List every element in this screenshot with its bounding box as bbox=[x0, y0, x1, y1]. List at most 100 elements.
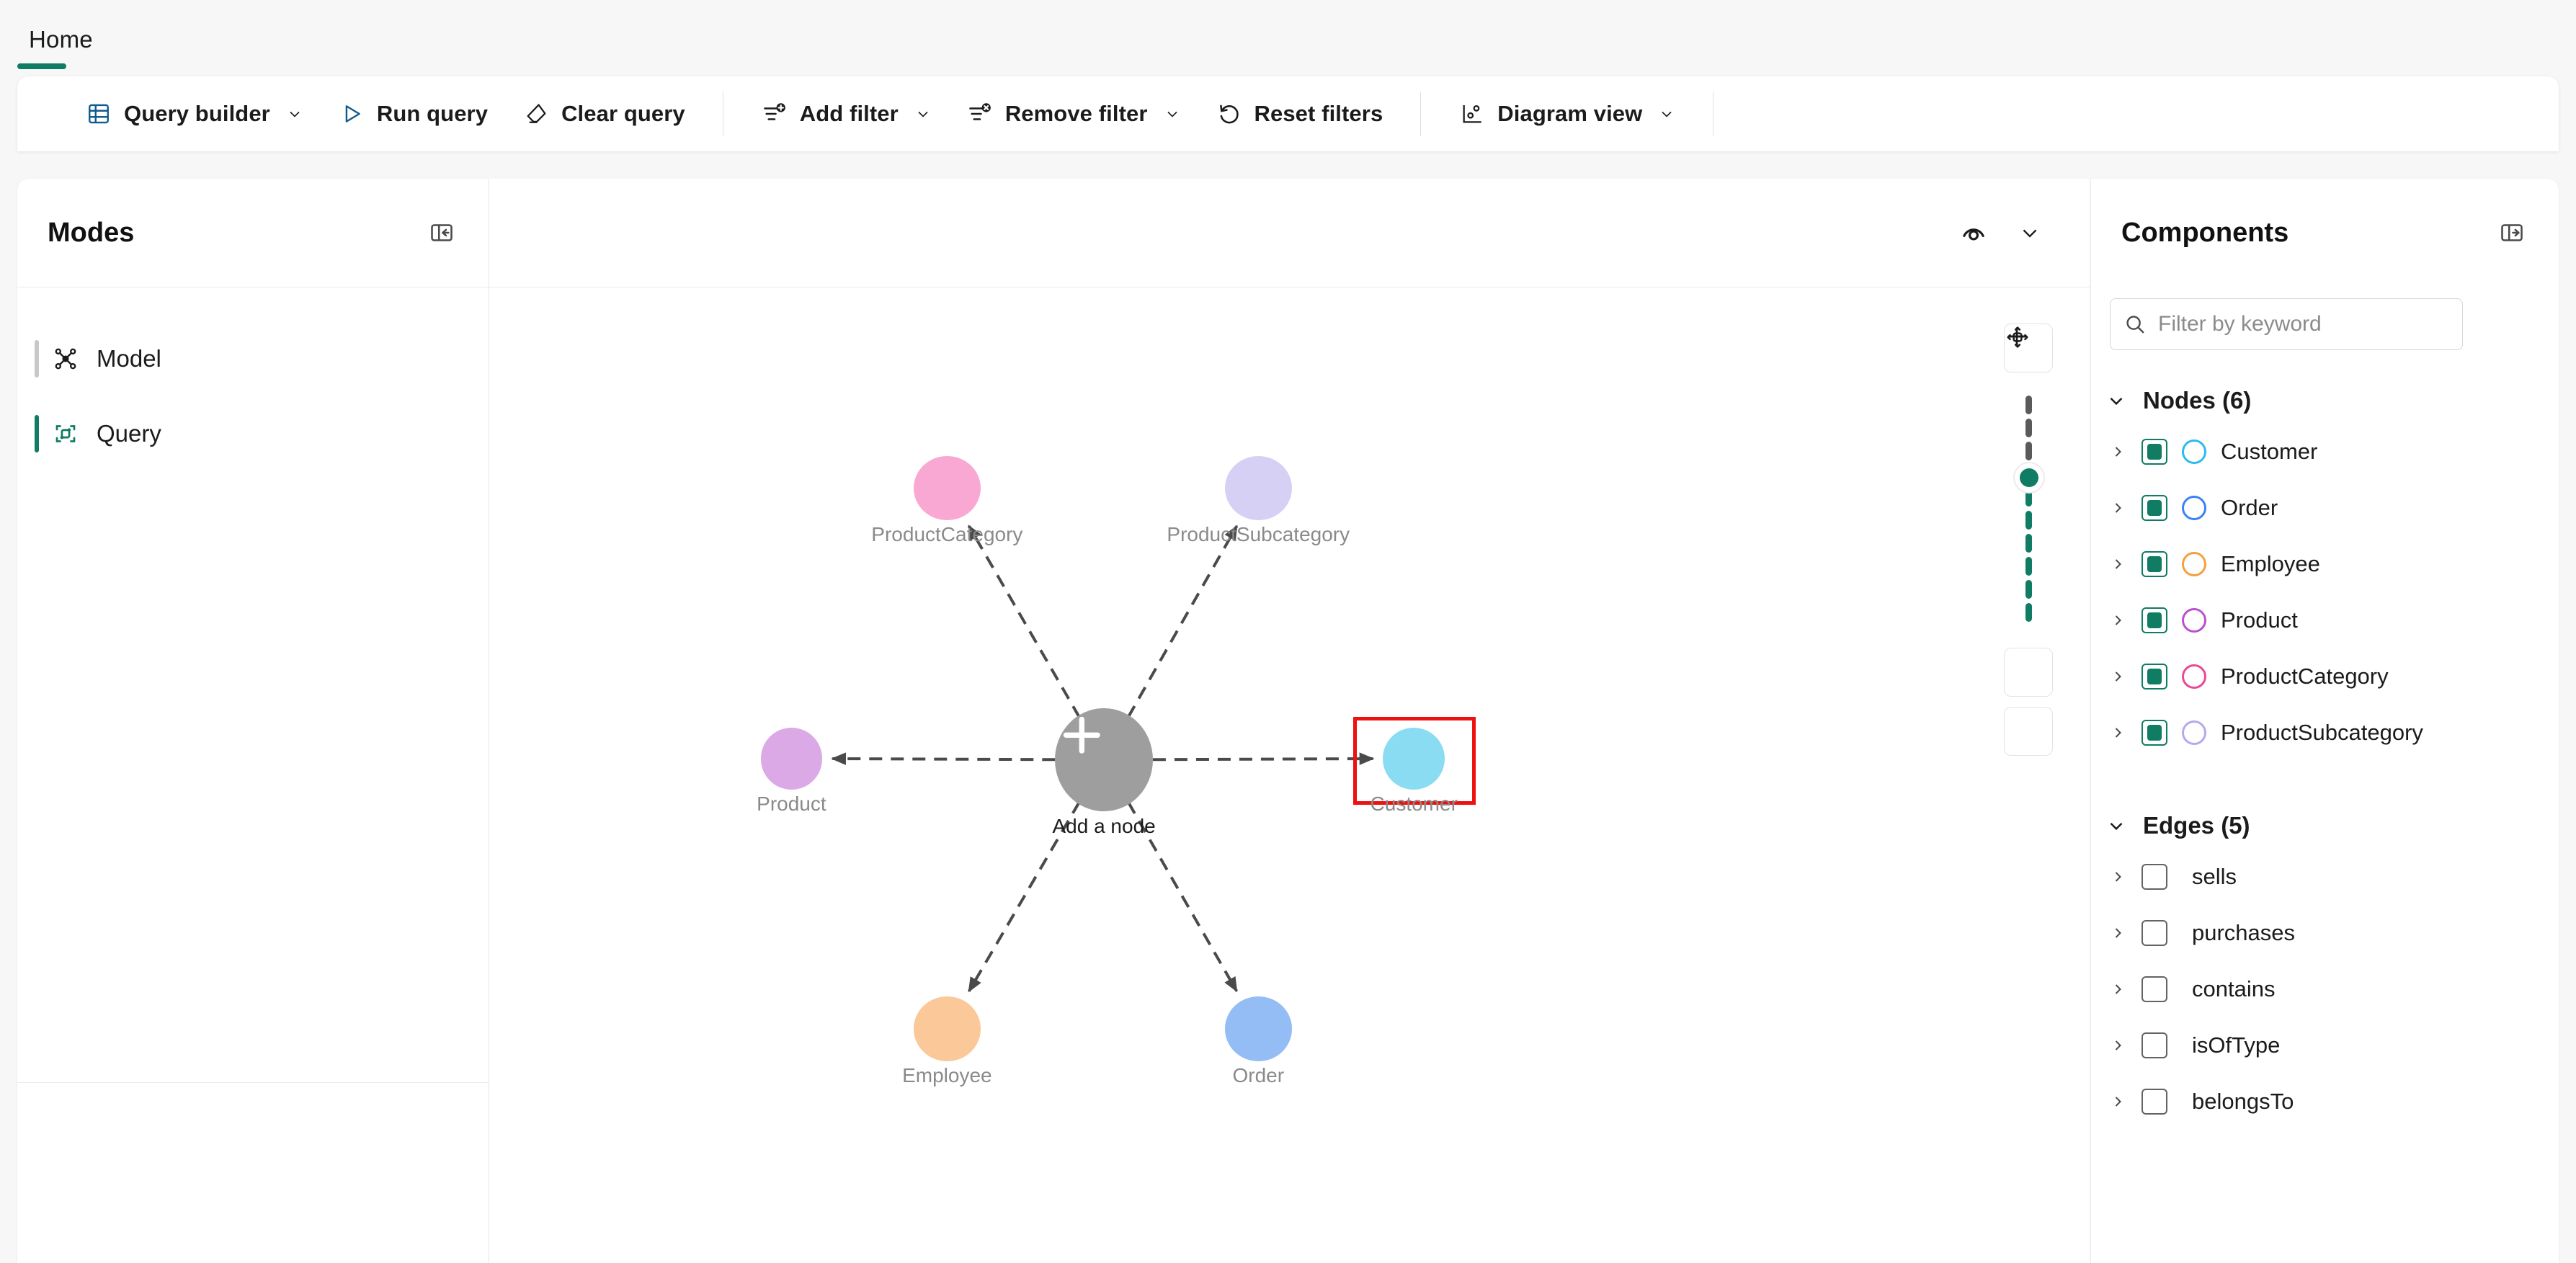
mode-query-indicator bbox=[35, 415, 39, 452]
edge-list-item[interactable]: contains bbox=[2091, 961, 2559, 1017]
filter-add-icon bbox=[761, 100, 788, 128]
search-input[interactable] bbox=[2158, 312, 2449, 336]
sidebar-item-model[interactable]: Model bbox=[17, 330, 489, 388]
zoom-slider-segment bbox=[2025, 534, 2032, 553]
reset-filters-label: Reset filters bbox=[1254, 101, 1383, 126]
chevron-right-icon bbox=[2108, 443, 2127, 460]
add-filter-label: Add filter bbox=[799, 101, 899, 126]
query-graph-icon bbox=[52, 420, 79, 447]
node-visibility-checkbox[interactable] bbox=[2142, 495, 2167, 521]
chevron-down-icon bbox=[2105, 390, 2127, 411]
graph-node-label: Employee bbox=[902, 1063, 992, 1086]
ribbon-toolbar: Query builder Run query Clear query bbox=[17, 76, 2559, 151]
edge-visibility-checkbox[interactable] bbox=[2142, 1032, 2167, 1058]
zoom-slider-thumb[interactable] bbox=[2013, 462, 2045, 494]
node-color-swatch bbox=[2182, 439, 2206, 464]
graph-viewport[interactable]: Add a node ProductCategory ProductSubcateg… bbox=[489, 287, 2090, 1263]
tab-home[interactable]: Home bbox=[17, 0, 104, 78]
diagram-view-label: Diagram view bbox=[1497, 101, 1643, 126]
graph-node-label: Customer bbox=[1370, 792, 1458, 815]
node-list-item[interactable]: ProductCategory bbox=[2091, 648, 2559, 705]
node-list-item[interactable]: Product bbox=[2091, 592, 2559, 648]
chevron-down-icon[interactable] bbox=[2010, 213, 2050, 253]
nodes-group-header[interactable]: Nodes (6) bbox=[2091, 378, 2559, 424]
graph-edge bbox=[1127, 801, 1238, 993]
zoom-slider-segment bbox=[2025, 442, 2032, 460]
node-list-item[interactable]: Employee bbox=[2091, 536, 2559, 592]
zoom-slider-segment bbox=[2025, 557, 2032, 576]
node-visibility-checkbox[interactable] bbox=[2142, 720, 2167, 746]
edge-list-item[interactable]: belongsTo bbox=[2091, 1074, 2559, 1130]
canvas-header bbox=[489, 179, 2090, 287]
add-filter-button[interactable]: Add filter bbox=[745, 88, 948, 140]
chevron-right-icon bbox=[2108, 868, 2127, 885]
zoom-controls bbox=[2004, 323, 2053, 756]
chevron-down-icon bbox=[286, 105, 303, 122]
eraser-icon bbox=[522, 100, 550, 128]
node-color-swatch bbox=[2182, 552, 2206, 576]
remove-filter-button[interactable]: Remove filter bbox=[950, 88, 1197, 140]
node-color-swatch bbox=[2182, 496, 2206, 520]
components-panel-header: Components bbox=[2091, 179, 2559, 287]
node-color-swatch bbox=[2182, 608, 2206, 633]
edge-visibility-checkbox[interactable] bbox=[2142, 976, 2167, 1002]
add-a-node-hub[interactable] bbox=[1055, 708, 1153, 812]
graph-node[interactable] bbox=[1224, 456, 1292, 521]
run-query-button[interactable]: Run query bbox=[322, 88, 504, 140]
remove-filter-label: Remove filter bbox=[1004, 101, 1148, 126]
zoom-slider-segment bbox=[2025, 603, 2032, 622]
zoom-out-button[interactable] bbox=[2004, 335, 2053, 697]
ribbon-tabstrip: Home bbox=[0, 0, 2576, 78]
node-visibility-checkbox[interactable] bbox=[2142, 551, 2167, 577]
run-query-label: Run query bbox=[376, 101, 489, 126]
edge-visibility-checkbox[interactable] bbox=[2142, 920, 2167, 946]
clear-query-label: Clear query bbox=[561, 101, 685, 126]
filter-search-box[interactable] bbox=[2110, 298, 2463, 350]
graph-node[interactable] bbox=[913, 456, 981, 521]
zoom-slider[interactable] bbox=[2004, 396, 2053, 626]
zoom-slider-segment bbox=[2025, 511, 2032, 530]
node-color-swatch bbox=[2182, 720, 2206, 745]
tab-home-active-indicator bbox=[17, 63, 66, 69]
edge-list-item[interactable]: isOfType bbox=[2091, 1017, 2559, 1074]
diagram-view-button[interactable]: Diagram view bbox=[1443, 88, 1691, 140]
node-list-item[interactable]: ProductSubcategory bbox=[2091, 705, 2559, 761]
clear-query-button[interactable]: Clear query bbox=[507, 88, 701, 140]
node-visibility-checkbox[interactable] bbox=[2142, 439, 2167, 465]
node-list-item[interactable]: Order bbox=[2091, 480, 2559, 536]
graph-edge bbox=[1126, 525, 1239, 718]
graph-node[interactable] bbox=[1383, 727, 1445, 790]
fit-to-screen-button[interactable] bbox=[2004, 326, 2053, 756]
edge-list-item[interactable]: purchases bbox=[2091, 905, 2559, 961]
graph-node[interactable] bbox=[913, 996, 981, 1061]
node-list-item-label: ProductCategory bbox=[2221, 664, 2389, 689]
node-list-item[interactable]: Customer bbox=[2091, 424, 2559, 480]
chevron-right-icon bbox=[2108, 981, 2127, 998]
panel-collapse-left-icon[interactable] bbox=[425, 216, 458, 249]
chevron-right-icon bbox=[2108, 612, 2127, 629]
reset-filters-button[interactable]: Reset filters bbox=[1200, 88, 1399, 140]
node-visibility-checkbox[interactable] bbox=[2142, 607, 2167, 633]
modes-bottom-divider bbox=[17, 1082, 489, 1083]
edges-group-header[interactable]: Edges (5) bbox=[2091, 803, 2559, 849]
query-builder-button[interactable]: Query builder bbox=[69, 88, 319, 140]
diagram-icon bbox=[1458, 100, 1486, 128]
graph-node-label: ProductCategory bbox=[871, 523, 1023, 546]
add-a-node-label: Add a node bbox=[1052, 814, 1156, 837]
eye-icon[interactable] bbox=[1953, 213, 1994, 253]
edge-visibility-checkbox[interactable] bbox=[2142, 1089, 2167, 1115]
graph-node[interactable] bbox=[760, 727, 823, 790]
search-icon bbox=[2123, 313, 2147, 336]
sidebar-item-query[interactable]: Query bbox=[17, 405, 489, 463]
sidebar-item-model-label: Model bbox=[97, 345, 161, 372]
zoom-slider-segment bbox=[2025, 488, 2032, 506]
chevron-right-icon bbox=[2108, 724, 2127, 741]
graph-node[interactable] bbox=[1224, 996, 1292, 1061]
zoom-slider-segment bbox=[2025, 396, 2032, 414]
node-visibility-checkbox[interactable] bbox=[2142, 664, 2167, 689]
edge-list-item[interactable]: sells bbox=[2091, 849, 2559, 905]
edge-visibility-checkbox[interactable] bbox=[2142, 864, 2167, 890]
panel-collapse-right-icon[interactable] bbox=[2495, 216, 2528, 249]
chevron-right-icon bbox=[2108, 555, 2127, 573]
chevron-down-icon bbox=[1658, 105, 1675, 122]
